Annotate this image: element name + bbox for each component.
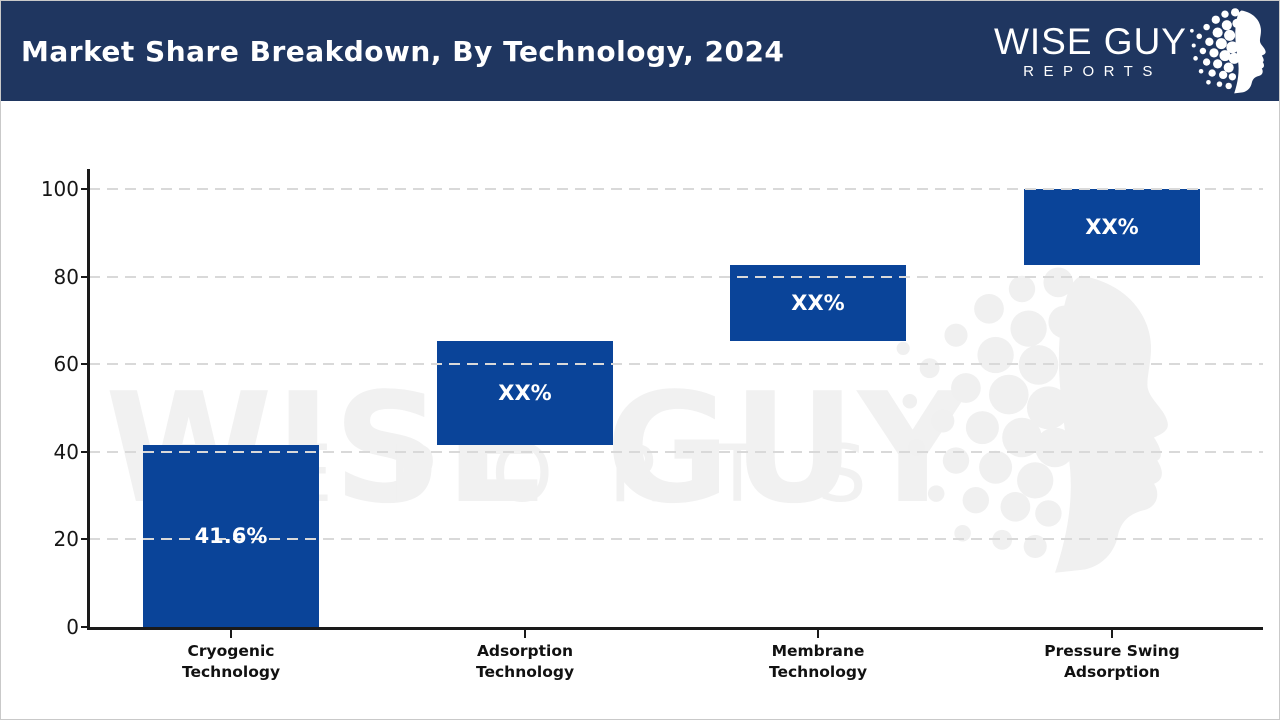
x-category-label-1[interactable]: Cryogenic Technology [121, 641, 341, 683]
chart-canvas: WISE GUY REPORTS 0 20 40 60 80 100 41.6% XX% XX%… [1, 101, 1279, 717]
bar-4[interactable] [1024, 189, 1200, 266]
x-tick-3 [817, 630, 819, 638]
bar-label-3: XX% [791, 290, 845, 315]
logo-head-icon [1190, 8, 1266, 94]
y-tick-label-60: 60 [53, 352, 79, 377]
x-category-line: Technology [181, 663, 281, 681]
y-tick-60 [81, 363, 89, 366]
logo-wordmark: WISE GUY [993, 20, 1187, 62]
gridline-y-60 [89, 363, 1263, 366]
bar-1[interactable] [143, 444, 319, 627]
y-tick-label-80: 80 [53, 264, 79, 289]
x-category-label-4[interactable]: Pressure Swing Adsorption [1002, 641, 1222, 683]
bar-label-2: XX% [498, 380, 552, 405]
x-category-label-3[interactable]: Membrane Technology [708, 641, 928, 683]
y-tick-80 [81, 275, 89, 278]
bar-2[interactable] [437, 340, 613, 445]
y-tick-label-20: 20 [53, 527, 79, 552]
gridline-y-80 [89, 275, 1263, 278]
wise-guy-logo: WISE GUY REPORTS [994, 1, 1273, 101]
x-category-label-2[interactable]: Adsorption Technology [415, 641, 635, 683]
page-title: Market Share Breakdown, By Technology, 2… [21, 34, 785, 68]
x-tick-1 [230, 630, 232, 638]
logo-subtext: REPORTS [1023, 62, 1162, 80]
x-category-line: Pressure Swing [1044, 642, 1180, 660]
gridline-y-20 [89, 538, 1263, 541]
logo-text: WISE GUY REPORTS [993, 20, 1187, 80]
y-tick-100 [81, 188, 89, 190]
x-axis-line [87, 627, 1263, 630]
x-category-line: Technology [768, 663, 868, 681]
y-tick-label-40: 40 [53, 439, 79, 464]
y-tick-40 [81, 450, 89, 453]
gridline-y-100 [89, 188, 1263, 190]
x-category-line: Membrane [771, 642, 865, 660]
y-tick-label-100: 100 [40, 177, 79, 201]
gridline-y-40 [89, 450, 1263, 453]
y-tick-label-0: 0 [66, 615, 79, 639]
x-category-line: Technology [475, 663, 575, 681]
x-tick-2 [524, 630, 526, 638]
x-category-line: Cryogenic [187, 642, 275, 660]
bar-label-1: 41.6% [194, 523, 268, 548]
x-category-line: Adsorption [476, 642, 574, 660]
header-banner: Market Share Breakdown, By Technology, 2… [1, 1, 1279, 101]
y-tick-0 [81, 626, 89, 628]
bar-label-4: XX% [1085, 215, 1139, 240]
bar-3[interactable] [730, 265, 906, 341]
x-tick-4 [1111, 630, 1113, 638]
watermark-head-icon [896, 267, 1168, 573]
x-category-line: Adsorption [1063, 663, 1161, 681]
y-axis-line [87, 169, 90, 629]
y-tick-20 [81, 538, 89, 541]
